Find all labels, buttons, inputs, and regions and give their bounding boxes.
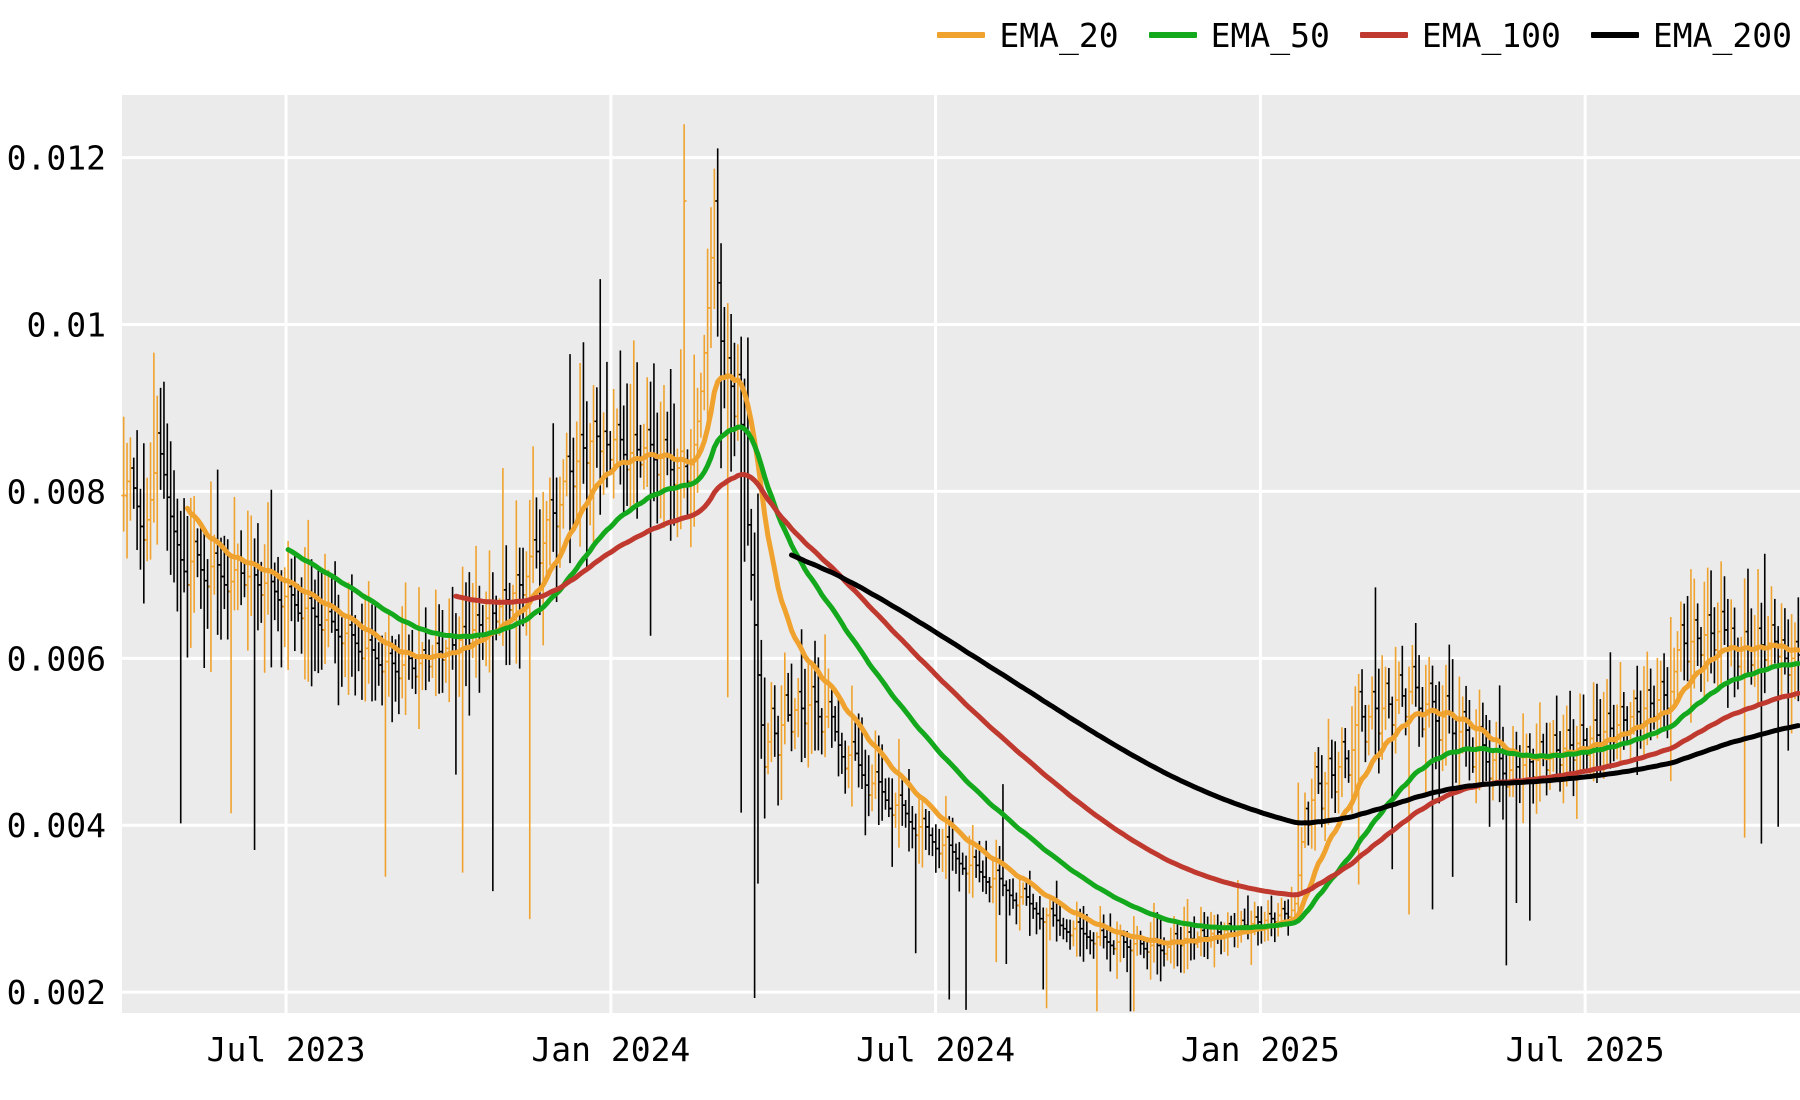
x-tick-label: Jul 2025 bbox=[1506, 1030, 1665, 1069]
legend-entry-ema100[interactable]: EMA_100 bbox=[1359, 15, 1561, 55]
legend-label-ema20: EMA_20 bbox=[999, 15, 1119, 55]
x-tick-label: Jul 2024 bbox=[856, 1030, 1015, 1069]
y-tick-label: 0.006 bbox=[7, 639, 106, 678]
x-axis-ticks: Jul 2023 Jan 2024 Jul 2024 Jan 2025 Jul 2025 bbox=[207, 1030, 1665, 1069]
legend-label-ema100: EMA_100 bbox=[1421, 15, 1561, 55]
legend-swatch-ema50 bbox=[1148, 32, 1197, 38]
legend-entry-ema20[interactable]: EMA_20 bbox=[937, 15, 1119, 55]
grid-lines bbox=[122, 95, 1800, 1013]
y-tick-label: 0.004 bbox=[7, 806, 106, 845]
y-tick-label: 0.008 bbox=[7, 472, 106, 511]
y-tick-label: 0.002 bbox=[7, 973, 106, 1012]
legend-entry-ema200[interactable]: EMA_200 bbox=[1590, 15, 1792, 55]
legend-label-ema50: EMA_50 bbox=[1210, 15, 1330, 55]
legend-swatch-ema20 bbox=[937, 32, 986, 38]
chart-legend: EMA_20 EMA_50 EMA_100 EMA_200 bbox=[0, 0, 1800, 70]
y-axis-ticks: 0.002 0.004 0.006 0.008 0.01 0.012 bbox=[7, 139, 106, 1013]
legend-swatch-ema200 bbox=[1590, 32, 1639, 38]
ema-lines bbox=[184, 373, 1800, 946]
legend-label-ema200: EMA_200 bbox=[1652, 15, 1792, 55]
x-tick-label: Jan 2024 bbox=[531, 1030, 690, 1069]
x-tick-label: Jul 2023 bbox=[207, 1030, 366, 1069]
x-tick-label: Jan 2025 bbox=[1181, 1030, 1340, 1069]
legend-swatch-ema100 bbox=[1359, 32, 1408, 38]
y-tick-label: 0.012 bbox=[7, 139, 106, 178]
legend-entry-ema50[interactable]: EMA_50 bbox=[1148, 15, 1330, 55]
plot-background bbox=[122, 95, 1800, 1013]
y-tick-label: 0.01 bbox=[27, 306, 106, 345]
